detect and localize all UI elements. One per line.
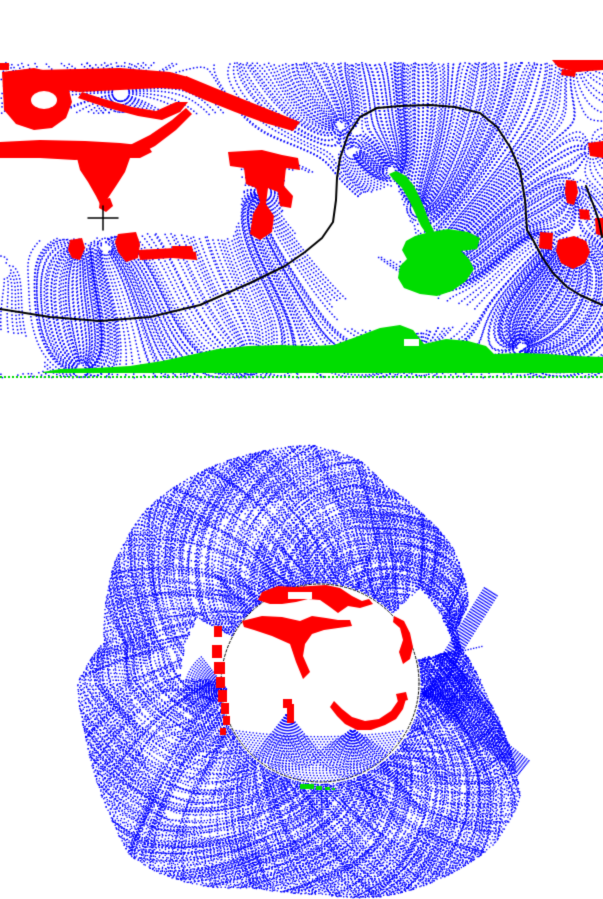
figure-page (0, 0, 603, 899)
figure-canvas (0, 0, 603, 899)
